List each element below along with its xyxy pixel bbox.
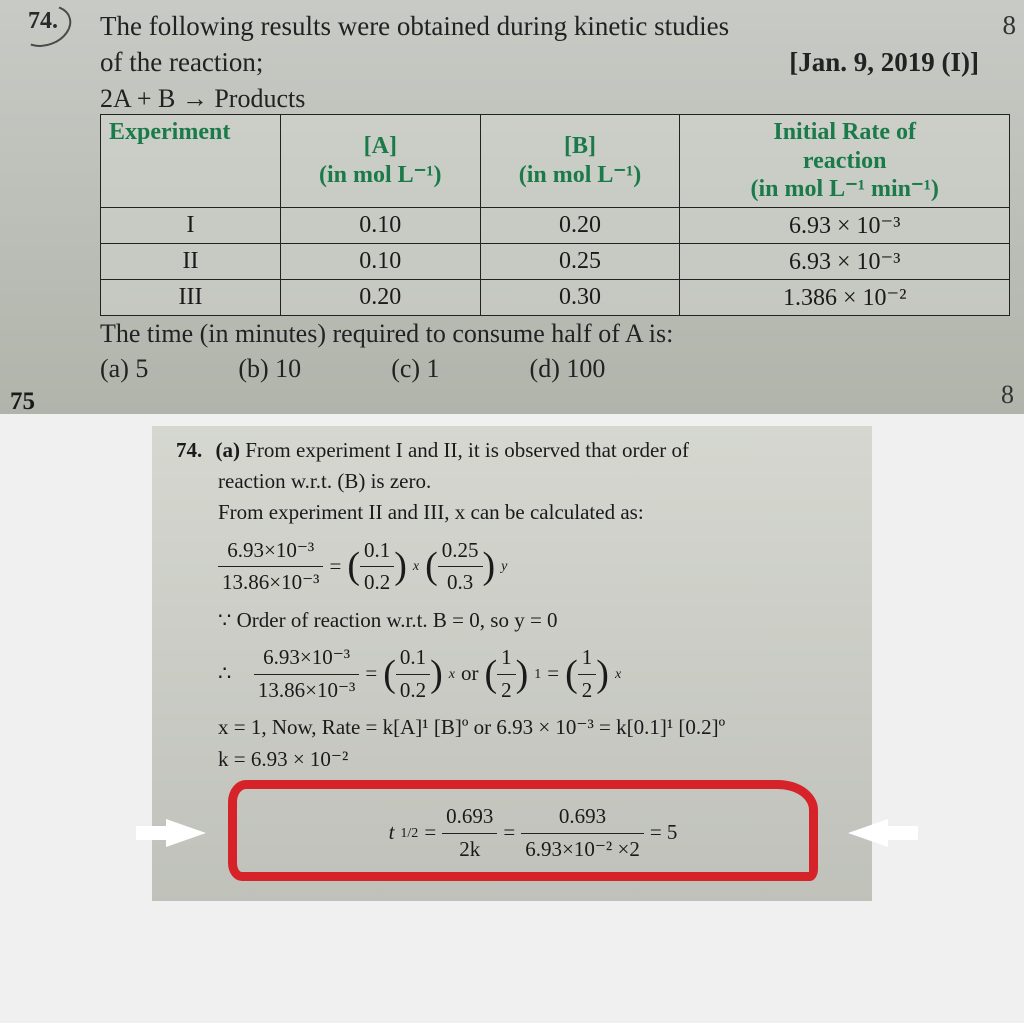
question-number: 74. bbox=[28, 8, 58, 35]
arrow-left-icon bbox=[166, 819, 206, 847]
half-life-equation: t1/2 = 0.693 2k = 0.693 6.93×10⁻² ×2 = 5 bbox=[238, 801, 828, 865]
cell-a: 0.20 bbox=[280, 280, 480, 316]
next-question-number: 75 bbox=[10, 388, 35, 416]
fraction: 0.693 2k bbox=[442, 801, 497, 865]
cell-b: 0.30 bbox=[480, 280, 680, 316]
cell-a: 0.10 bbox=[280, 244, 480, 280]
cell-rate: 1.386 × 10⁻² bbox=[680, 280, 1010, 316]
table-row: II 0.10 0.25 6.93 × 10⁻³ bbox=[101, 244, 1010, 280]
cell-rate: 6.93 × 10⁻³ bbox=[680, 244, 1010, 280]
arrow-right-icon bbox=[848, 819, 888, 847]
option-a: (a) 5 bbox=[100, 354, 148, 384]
th-rate: Initial Rate of reaction (in mol L⁻¹ min… bbox=[680, 114, 1010, 207]
table-row: III 0.20 0.30 1.386 × 10⁻² bbox=[101, 280, 1010, 316]
question-line2-left: of the reaction; bbox=[100, 44, 263, 80]
option-d: (d) 100 bbox=[530, 354, 606, 384]
answer-line3: From experiment II and III, x can be cal… bbox=[218, 497, 848, 529]
answer-choice: (a) bbox=[216, 438, 241, 462]
cell-b: 0.20 bbox=[480, 208, 680, 244]
answer-header: 74. (a) From experiment I and II, it is … bbox=[176, 436, 848, 465]
equation-2: ∴ 6.93×10⁻³ 13.86×10⁻³ = 0.1 0.2 x or 1 … bbox=[218, 642, 848, 706]
question-followup: The time (in minutes) required to consum… bbox=[100, 319, 994, 349]
table-body: I 0.10 0.20 6.93 × 10⁻³ II 0.10 0.25 6.9… bbox=[101, 208, 1010, 316]
fraction: 6.93×10⁻³ 13.86×10⁻³ bbox=[218, 535, 323, 599]
paren-fraction: 0.25 0.3 bbox=[425, 535, 495, 599]
cell-a: 0.10 bbox=[280, 208, 480, 244]
rate-equation: x = 1, Now, Rate = k[A]¹ [B]º or 6.93 × … bbox=[218, 712, 848, 744]
question-section: 74. 8 The following results were obtaine… bbox=[0, 0, 1024, 414]
table-row: I 0.10 0.20 6.93 × 10⁻³ bbox=[101, 208, 1010, 244]
answer-number: 74. bbox=[176, 438, 202, 462]
th-concentration-b: [B] (in mol L⁻¹) bbox=[480, 114, 680, 207]
question-line1: The following results were obtained duri… bbox=[100, 8, 994, 44]
k-value: k = 6.93 × 10⁻² bbox=[218, 744, 848, 776]
equation-1: 6.93×10⁻³ 13.86×10⁻³ = 0.1 0.2 x 0.25 0.… bbox=[218, 535, 848, 599]
paren-fraction: 1 2 bbox=[484, 642, 528, 706]
fraction: 0.693 6.93×10⁻² ×2 bbox=[521, 801, 644, 865]
answer-section: 74. (a) From experiment I and II, it is … bbox=[152, 426, 872, 901]
option-c: (c) 1 bbox=[391, 354, 439, 384]
th-experiment: Experiment bbox=[101, 114, 281, 207]
reaction-equation: 2A + B → Products bbox=[100, 84, 994, 114]
exam-reference: [Jan. 9, 2019 (I)] bbox=[789, 44, 979, 80]
answer-options: (a) 5 (b) 10 (c) 1 (d) 100 bbox=[100, 354, 994, 384]
highlighted-answer: t1/2 = 0.693 2k = 0.693 6.93×10⁻² ×2 = 5 bbox=[218, 785, 848, 881]
cell-rate: 6.93 × 10⁻³ bbox=[680, 208, 1010, 244]
cell-exp: I bbox=[101, 208, 281, 244]
because-line: ∵ Order of reaction w.r.t. B = 0, so y =… bbox=[218, 605, 848, 637]
th-concentration-a: [A] (in mol L⁻¹) bbox=[280, 114, 480, 207]
paren-fraction: 1 2 bbox=[565, 642, 609, 706]
answer-body: reaction w.r.t. (B) is zero. From experi… bbox=[218, 466, 848, 882]
question-text: The following results were obtained duri… bbox=[100, 8, 994, 81]
cell-b: 0.25 bbox=[480, 244, 680, 280]
paren-fraction: 0.1 0.2 bbox=[347, 535, 407, 599]
answer-line2: reaction w.r.t. (B) is zero. bbox=[218, 466, 848, 498]
cell-exp: II bbox=[101, 244, 281, 280]
question-line2: of the reaction; [Jan. 9, 2019 (I)] bbox=[100, 44, 994, 80]
side-mark-bottom: 8 bbox=[1001, 380, 1014, 410]
fraction: 6.93×10⁻³ 13.86×10⁻³ bbox=[254, 642, 359, 706]
paren-fraction: 0.1 0.2 bbox=[383, 642, 443, 706]
answer-line1: From experiment I and II, it is observed… bbox=[245, 438, 689, 462]
kinetics-table: Experiment [A] (in mol L⁻¹) [B] (in mol … bbox=[100, 114, 1010, 316]
cell-exp: III bbox=[101, 280, 281, 316]
option-b: (b) 10 bbox=[238, 354, 301, 384]
side-mark: 8 bbox=[1003, 10, 1017, 41]
